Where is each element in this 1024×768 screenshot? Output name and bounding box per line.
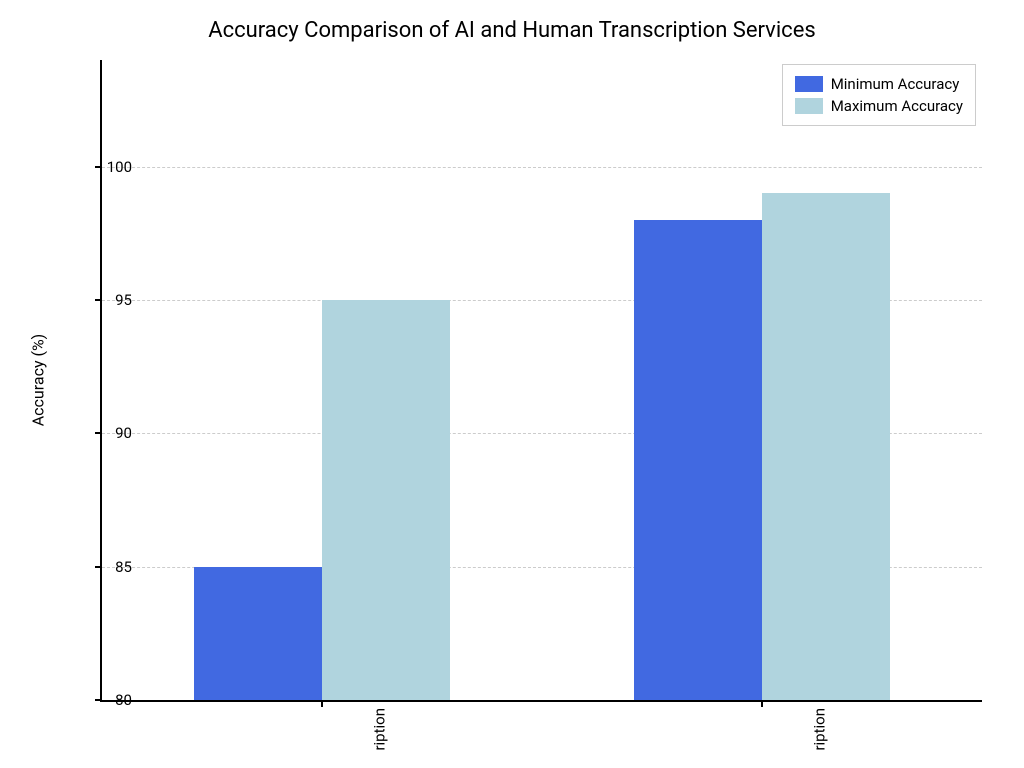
- legend-item-min: Minimum Accuracy: [795, 73, 963, 95]
- legend: Minimum Accuracy Maximum Accuracy: [782, 64, 976, 126]
- plot-area: riptionription: [100, 60, 982, 702]
- ytick-label: 100: [82, 158, 132, 176]
- ytick-label: 85: [82, 558, 132, 576]
- y-axis-label: Accuracy (%): [29, 334, 48, 427]
- chart-title: Accuracy Comparison of AI and Human Tran…: [0, 18, 1024, 43]
- ytick-label: 90: [82, 424, 132, 442]
- xtick-label: ription: [371, 708, 389, 751]
- legend-label-min: Minimum Accuracy: [831, 75, 960, 93]
- legend-item-max: Maximum Accuracy: [795, 95, 963, 117]
- ytick-label: 80: [82, 691, 132, 709]
- legend-label-max: Maximum Accuracy: [831, 97, 963, 115]
- bar-1-1: [762, 193, 890, 700]
- bar-0-1: [634, 220, 762, 700]
- gridline: [102, 167, 982, 168]
- bar-1-0: [322, 300, 450, 700]
- legend-swatch-min: [795, 76, 823, 92]
- bar-0-0: [194, 567, 322, 700]
- chart-container: Accuracy Comparison of AI and Human Tran…: [0, 0, 1024, 768]
- xtick-mark: [321, 700, 323, 707]
- legend-swatch-max: [795, 98, 823, 114]
- xtick-label: ription: [811, 708, 829, 751]
- ytick-label: 95: [82, 291, 132, 309]
- xtick-mark: [761, 700, 763, 707]
